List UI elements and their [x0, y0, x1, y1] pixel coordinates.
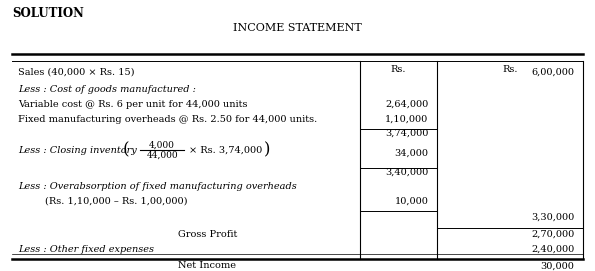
Text: Fixed manufacturing overheads @ Rs. 2.50 for 44,000 units.: Fixed manufacturing overheads @ Rs. 2.50…: [18, 115, 317, 124]
Text: Rs.: Rs.: [391, 64, 406, 74]
Text: 34,000: 34,000: [394, 148, 428, 157]
Text: 44,000: 44,000: [146, 150, 178, 159]
Text: 2,70,000: 2,70,000: [531, 230, 574, 239]
Text: × Rs. 3,74,000: × Rs. 3,74,000: [189, 146, 262, 154]
Text: Less : Closing inventory: Less : Closing inventory: [18, 146, 137, 154]
Text: Rs.: Rs.: [502, 64, 518, 74]
Text: Net Income: Net Income: [178, 261, 236, 270]
Text: (Rs. 1,10,000 – Rs. 1,00,000): (Rs. 1,10,000 – Rs. 1,00,000): [45, 197, 187, 206]
Text: ): ): [264, 141, 270, 159]
Text: Less : Cost of goods manufactured :: Less : Cost of goods manufactured :: [18, 85, 196, 94]
Text: Variable cost @ Rs. 6 per unit for 44,000 units: Variable cost @ Rs. 6 per unit for 44,00…: [18, 100, 248, 109]
Text: INCOME STATEMENT: INCOME STATEMENT: [233, 23, 362, 33]
Text: Sales (40,000 × Rs. 15): Sales (40,000 × Rs. 15): [18, 67, 134, 76]
Text: 2,64,000: 2,64,000: [385, 100, 428, 109]
Text: Less : Other fixed expenses: Less : Other fixed expenses: [18, 245, 154, 254]
Text: 10,000: 10,000: [394, 197, 428, 206]
Text: 1,10,000: 1,10,000: [385, 115, 428, 124]
Text: 6,00,000: 6,00,000: [531, 67, 574, 76]
Text: SOLUTION: SOLUTION: [12, 7, 84, 20]
Text: Less : Overabsorption of fixed manufacturing overheads: Less : Overabsorption of fixed manufactu…: [18, 182, 296, 191]
Text: 4,000: 4,000: [149, 141, 175, 150]
Text: 2,40,000: 2,40,000: [531, 245, 574, 254]
Text: Gross Profit: Gross Profit: [178, 230, 238, 239]
Text: 3,74,000: 3,74,000: [385, 129, 428, 138]
Text: 30,000: 30,000: [540, 261, 574, 270]
Text: (: (: [123, 141, 129, 159]
Text: 3,40,000: 3,40,000: [385, 168, 428, 177]
Text: 3,30,000: 3,30,000: [531, 213, 574, 222]
